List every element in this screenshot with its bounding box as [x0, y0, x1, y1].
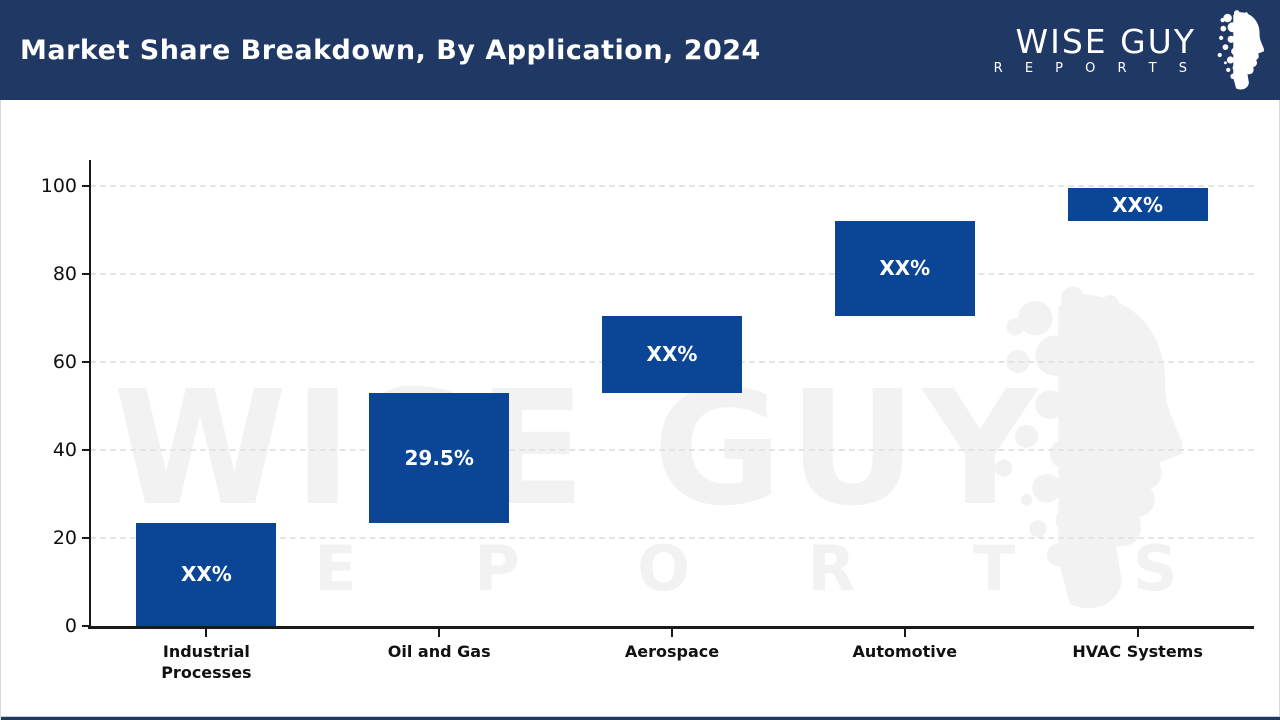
page-title: Market Share Breakdown, By Application, … — [20, 34, 761, 66]
gridline — [90, 185, 1254, 187]
y-axis-spine — [89, 160, 91, 629]
footer-accent-bar — [1, 717, 1280, 720]
x-axis-tick — [438, 629, 441, 637]
y-axis-tick-label: 0 — [64, 615, 77, 637]
x-axis-spine — [88, 626, 1254, 629]
y-axis-tick-label: 60 — [52, 351, 77, 373]
y-axis-tick-label: 100 — [40, 175, 77, 197]
category-label: Automotive — [852, 642, 958, 661]
bar-industrial-processes: XX% — [136, 522, 277, 626]
logo-subtitle: R E P O R T S — [993, 60, 1196, 76]
footer-divider — [1, 716, 1280, 717]
chart-area: WISE GUY R E P O R T S 0 20 40 60 80 100 XX% In… — [0, 100, 1280, 720]
bar-oil-and-gas: 29.5% — [369, 392, 510, 523]
category-label: Industrial Processes — [161, 642, 252, 682]
y-axis-tick-label: 20 — [52, 527, 77, 549]
header-bar: Market Share Breakdown, By Application, … — [0, 0, 1280, 100]
y-axis-tick — [82, 361, 90, 363]
x-axis-tick — [903, 629, 906, 637]
y-axis-tick — [82, 625, 90, 627]
y-axis-tick — [82, 449, 90, 451]
gridline — [90, 449, 1254, 451]
bar-automotive: XX% — [834, 221, 975, 316]
category-label: Oil and Gas — [387, 642, 491, 661]
bar-value-label: XX% — [180, 562, 232, 587]
bar-hvac-systems: XX% — [1067, 188, 1208, 222]
watermark-head-icon — [994, 286, 1183, 609]
logo-head-icon — [1217, 10, 1264, 90]
bar-value-label: XX% — [646, 342, 698, 367]
y-axis-tick — [82, 185, 90, 187]
gridline — [90, 273, 1254, 275]
bar-value-label: XX% — [1112, 192, 1164, 217]
bar-aerospace: XX% — [602, 315, 742, 393]
bar-value-label: 29.5% — [404, 445, 474, 470]
bar-value-label: XX% — [879, 256, 931, 281]
x-axis-tick — [205, 629, 208, 637]
y-axis-tick — [82, 537, 90, 539]
y-axis-tick — [82, 273, 90, 275]
category-label: HVAC Systems — [1072, 642, 1203, 661]
x-axis-tick — [671, 629, 673, 637]
logo-text: WISE GUY R E P O R T S — [990, 25, 1196, 76]
wise-guy-logo: WISE GUY R E P O R T S — [990, 7, 1266, 93]
y-axis-tick-label: 40 — [52, 439, 77, 461]
y-axis-tick-label: 80 — [52, 263, 77, 285]
gridline — [90, 537, 1254, 539]
category-label: Aerospace — [624, 642, 720, 661]
x-axis-tick — [1136, 629, 1139, 637]
logo-wordmark: WISE GUY — [1015, 21, 1196, 61]
